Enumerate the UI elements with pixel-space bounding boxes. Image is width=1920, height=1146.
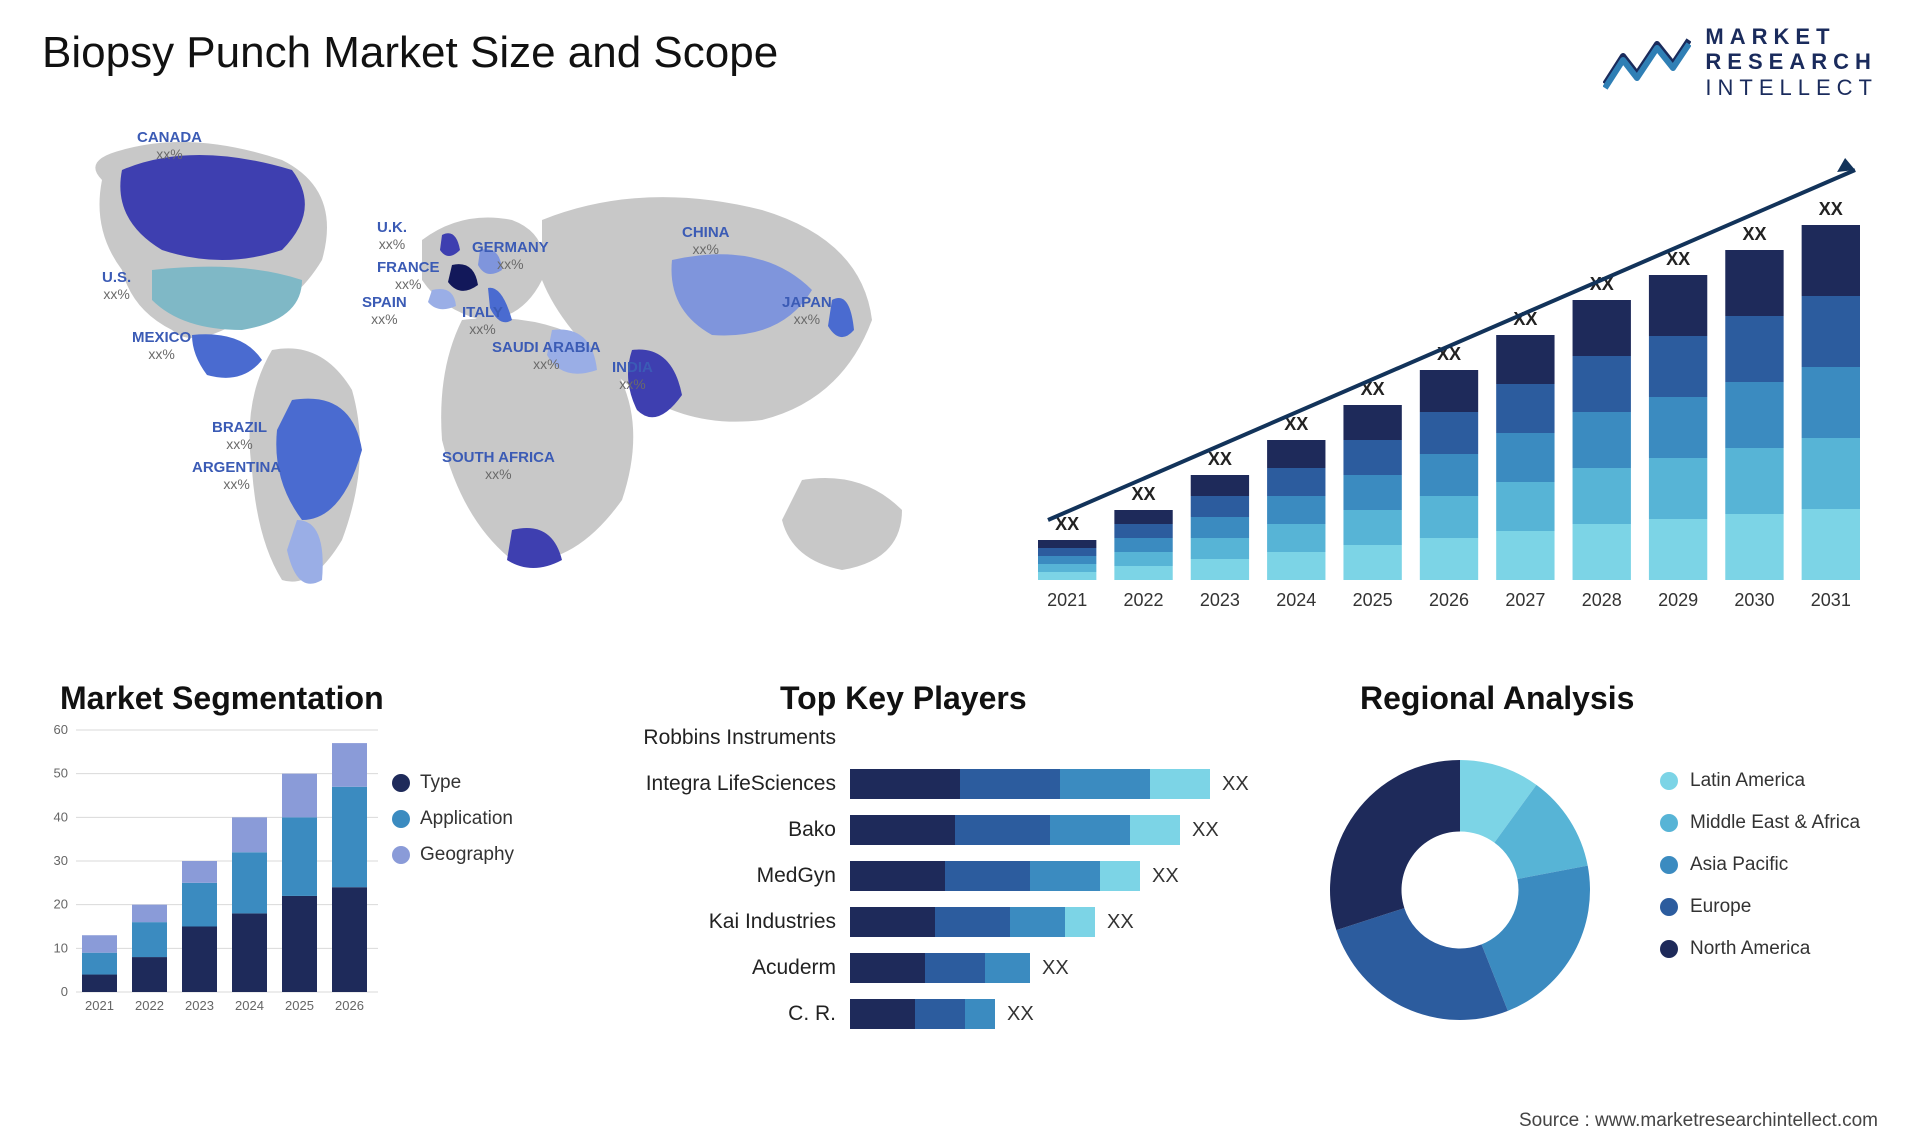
- logo-mark-icon: [1603, 34, 1691, 90]
- legend-item: Geography: [392, 844, 514, 866]
- svg-text:50: 50: [54, 766, 68, 781]
- svg-text:2024: 2024: [1276, 590, 1316, 610]
- map-label: BRAZILxx%: [212, 420, 267, 452]
- donut-legend: Latin America Middle East & Africa Asia Pa…: [1660, 770, 1860, 980]
- svg-text:2021: 2021: [85, 998, 114, 1013]
- map-label: ITALYxx%: [462, 305, 503, 337]
- svg-text:0: 0: [61, 984, 68, 999]
- svg-text:2025: 2025: [285, 998, 314, 1013]
- svg-text:2022: 2022: [135, 998, 164, 1013]
- player-bar: [850, 861, 1140, 891]
- segmentation-title: Market Segmentation: [60, 680, 384, 717]
- players-chart: Robbins Instruments Integra LifeSciences X…: [620, 720, 1260, 1080]
- map-label: FRANCExx%: [377, 260, 440, 292]
- svg-text:2025: 2025: [1353, 590, 1393, 610]
- segmentation-legend: Type Application Geography: [392, 772, 514, 880]
- player-bar: [850, 999, 995, 1029]
- map-label: MEXICOxx%: [132, 330, 191, 362]
- svg-text:40: 40: [54, 809, 68, 824]
- map-label: SAUDI ARABIAxx%: [492, 340, 601, 372]
- svg-text:2026: 2026: [1429, 590, 1469, 610]
- legend-item: Type: [392, 772, 514, 794]
- player-row: Acuderm XX: [620, 950, 1260, 986]
- player-value: XX: [1222, 773, 1249, 796]
- player-bar: [850, 953, 1030, 983]
- player-row: Kai Industries XX: [620, 904, 1260, 940]
- map-label: JAPANxx%: [782, 295, 832, 327]
- svg-text:2023: 2023: [185, 998, 214, 1013]
- svg-text:60: 60: [54, 722, 68, 737]
- player-value: XX: [1042, 957, 1069, 980]
- svg-text:2024: 2024: [235, 998, 264, 1013]
- svg-text:10: 10: [54, 940, 68, 955]
- player-bar: [850, 815, 1180, 845]
- svg-text:2023: 2023: [1200, 590, 1240, 610]
- map-label: ARGENTINAxx%: [192, 460, 281, 492]
- player-name: MedGyn: [620, 864, 850, 888]
- donut-chart: Latin America Middle East & Africa Asia Pa…: [1300, 720, 1900, 1080]
- player-name: Bako: [620, 818, 850, 842]
- regional-title: Regional Analysis: [1360, 680, 1634, 717]
- map-label: SOUTH AFRICAxx%: [442, 450, 555, 482]
- svg-text:XX: XX: [1208, 449, 1232, 469]
- svg-text:XX: XX: [1819, 199, 1843, 219]
- legend-item: Asia Pacific: [1660, 854, 1860, 876]
- legend-item: Middle East & Africa: [1660, 812, 1860, 834]
- segmentation-chart: 0 10 20 30 40 50 60 2021 2022 2023 2024 2025 2026 Ty…: [42, 720, 582, 1080]
- player-value: XX: [1107, 911, 1134, 934]
- svg-text:2021: 2021: [1047, 590, 1087, 610]
- legend-item: Latin America: [1660, 770, 1860, 792]
- player-name: Integra LifeSciences: [620, 772, 850, 796]
- world-map: CANADAxx% U.S.xx%MEXICOxx% BRAZILxx% ARGENT…: [42, 120, 942, 630]
- svg-text:2028: 2028: [1582, 590, 1622, 610]
- svg-text:20: 20: [54, 897, 68, 912]
- player-name: Acuderm: [620, 956, 850, 980]
- player-row: C. R. XX: [620, 996, 1260, 1032]
- svg-text:XX: XX: [1132, 484, 1156, 504]
- map-label: SPAINxx%: [362, 295, 407, 327]
- player-name: C. R.: [620, 1002, 850, 1026]
- players-title: Top Key Players: [780, 680, 1027, 717]
- player-name: Kai Industries: [620, 910, 850, 934]
- player-value: XX: [1007, 1003, 1034, 1026]
- svg-text:2031: 2031: [1811, 590, 1851, 610]
- legend-item: Application: [392, 808, 514, 830]
- map-label: CHINAxx%: [682, 225, 730, 257]
- player-bar: [850, 769, 1210, 799]
- player-name: Robbins Instruments: [620, 726, 850, 750]
- svg-text:XX: XX: [1742, 224, 1766, 244]
- player-value: XX: [1152, 865, 1179, 888]
- brand-logo: MARKET RESEARCH INTELLECT: [1603, 24, 1878, 100]
- map-label: GERMANYxx%: [472, 240, 549, 272]
- svg-text:30: 30: [54, 853, 68, 868]
- page-title: Biopsy Punch Market Size and Scope: [42, 28, 778, 78]
- svg-text:2026: 2026: [335, 998, 364, 1013]
- map-label: INDIAxx%: [612, 360, 653, 392]
- svg-text:2022: 2022: [1124, 590, 1164, 610]
- main-bar-chart: 2021XX2022XX2023XX2024XX2025XX2026XX2027…: [1018, 140, 1878, 620]
- player-row: Bako XX: [620, 812, 1260, 848]
- map-label: U.K.xx%: [377, 220, 407, 252]
- source-text: Source : www.marketresearchintellect.com: [1519, 1110, 1878, 1132]
- svg-text:2029: 2029: [1658, 590, 1698, 610]
- player-row: MedGyn XX: [620, 858, 1260, 894]
- legend-item: North America: [1660, 938, 1860, 960]
- svg-text:2030: 2030: [1734, 590, 1774, 610]
- player-bar: [850, 907, 1095, 937]
- logo-text: MARKET RESEARCH INTELLECT: [1705, 24, 1878, 100]
- player-row: Robbins Instruments: [620, 720, 1260, 756]
- svg-text:2027: 2027: [1505, 590, 1545, 610]
- player-value: XX: [1192, 819, 1219, 842]
- map-label: CANADAxx%: [137, 130, 202, 162]
- map-label: U.S.xx%: [102, 270, 131, 302]
- legend-item: Europe: [1660, 896, 1860, 918]
- player-row: Integra LifeSciences XX: [620, 766, 1260, 802]
